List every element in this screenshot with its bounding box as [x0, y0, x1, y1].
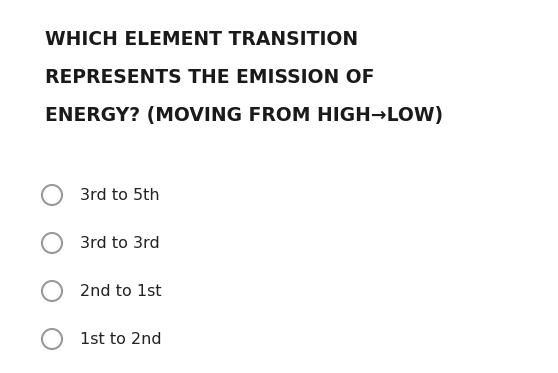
- Text: ENERGY? (MOVING FROM HIGH→LOW): ENERGY? (MOVING FROM HIGH→LOW): [45, 106, 443, 125]
- Text: 3rd to 5th: 3rd to 5th: [80, 188, 160, 203]
- Text: 1st to 2nd: 1st to 2nd: [80, 332, 162, 347]
- Text: WHICH ELEMENT TRANSITION: WHICH ELEMENT TRANSITION: [45, 30, 358, 49]
- Text: REPRESENTS THE EMISSION OF: REPRESENTS THE EMISSION OF: [45, 68, 374, 87]
- Text: 2nd to 1st: 2nd to 1st: [80, 283, 162, 298]
- Text: 3rd to 3rd: 3rd to 3rd: [80, 235, 160, 251]
